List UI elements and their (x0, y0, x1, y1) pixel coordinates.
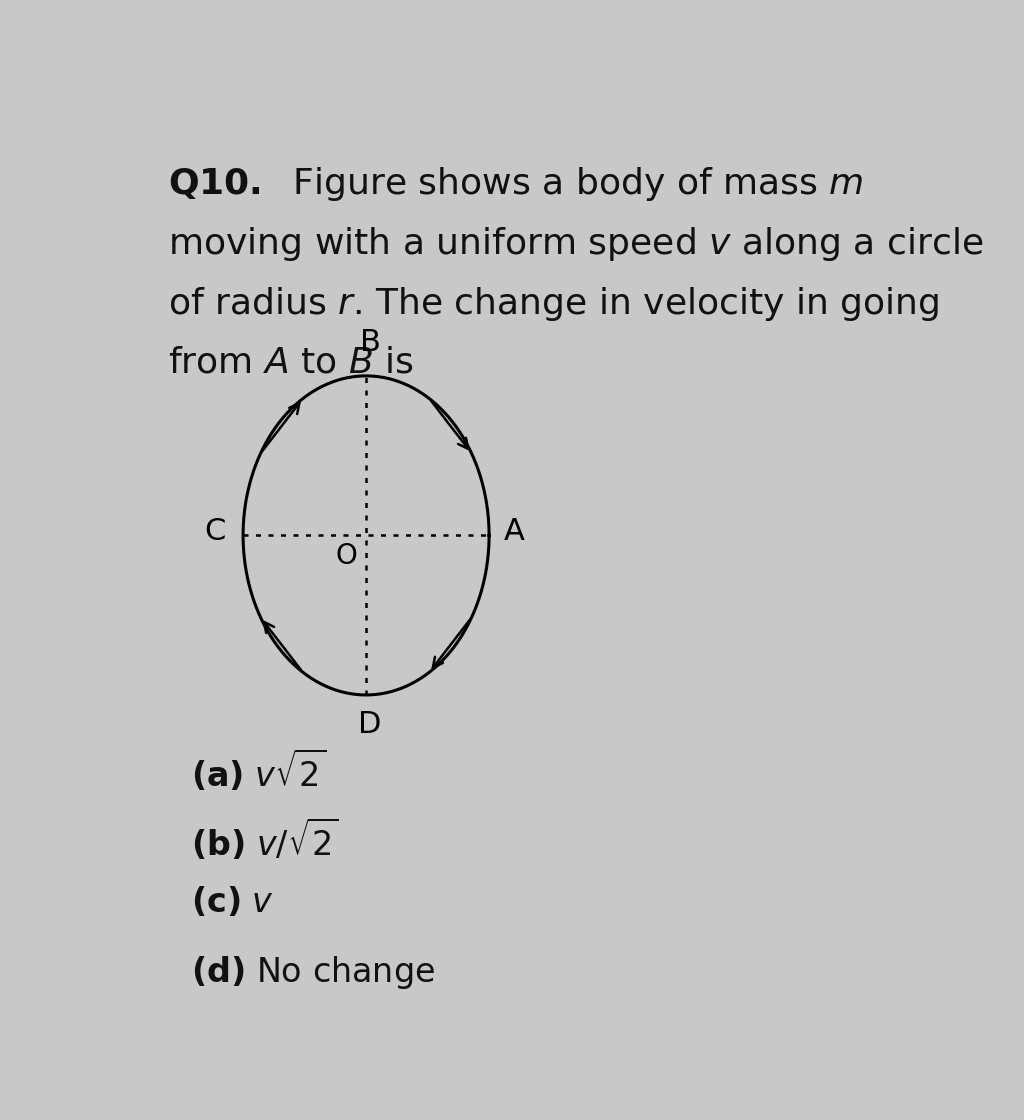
Text: D: D (358, 710, 382, 739)
Text: A: A (504, 517, 524, 547)
Text: $\mathbf{(a)}$ $v\sqrt{2}$: $\mathbf{(a)}$ $v\sqrt{2}$ (191, 747, 327, 793)
Text: moving with a uniform speed $v$ along a circle: moving with a uniform speed $v$ along a … (168, 225, 983, 263)
Text: $\mathbf{(c)}$ $v$: $\mathbf{(c)}$ $v$ (191, 885, 274, 918)
Text: $\mathbf{(d)}$ No change: $\mathbf{(d)}$ No change (191, 954, 435, 991)
Text: B: B (359, 328, 381, 357)
Text: O: O (336, 542, 357, 570)
Text: of radius $r$. The change in velocity in going: of radius $r$. The change in velocity in… (168, 286, 939, 324)
Text: C: C (204, 517, 225, 547)
Text: $\mathbf{(b)}$ $v/\sqrt{2}$: $\mathbf{(b)}$ $v/\sqrt{2}$ (191, 815, 339, 861)
Text: $\mathbf{Q10.}$  Figure shows a body of mass $m$: $\mathbf{Q10.}$ Figure shows a body of m… (168, 165, 863, 203)
Text: from $A$ to $B$ is: from $A$ to $B$ is (168, 346, 414, 380)
